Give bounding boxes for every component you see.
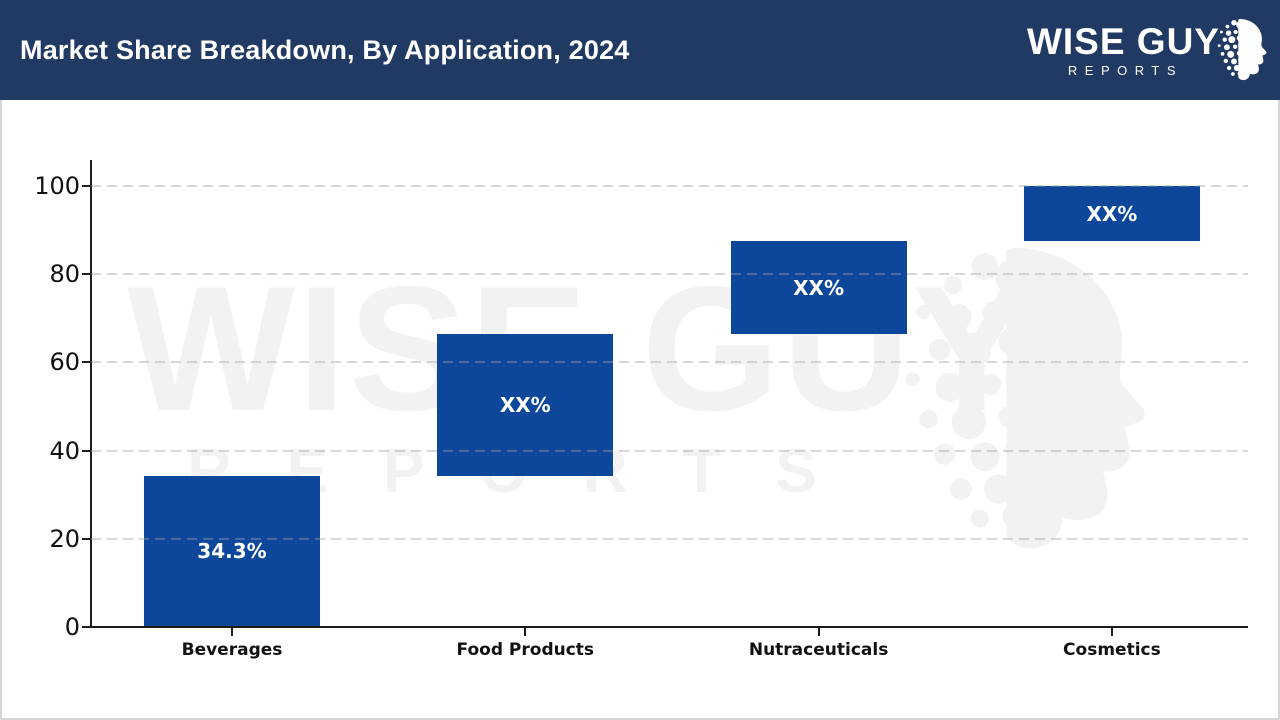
page-title: Market Share Breakdown, By Application, … [20,34,630,65]
gridline-80 [91,273,1248,276]
x-tick [524,628,527,636]
x-category-label: Beverages [181,640,283,660]
bar-value-label: XX% [499,392,551,417]
bar-food-products [437,334,614,476]
gridline-60 [91,361,1248,364]
logo-subtitle: REPORTS [1067,62,1184,78]
y-tick-label: 60 [49,348,80,377]
x-axis [90,626,1248,628]
plot-area: 0 20 40 60 80 100 34.3% Beverages XX% Food Produc… [2,100,1278,718]
y-tick-label: 80 [49,260,80,289]
y-tick-label: 40 [49,436,80,465]
y-tick-label: 100 [34,172,80,200]
y-tick [82,537,90,540]
wiseguy-logo: WISE GUY REPORTS [1027,6,1270,94]
x-category-label: Cosmetics [1063,640,1161,660]
x-tick [1110,628,1113,636]
bar-value-label: 34.3% [197,539,267,564]
logo-wordmark: WISE GUY [1026,20,1220,62]
bar-cosmetics [1023,186,1200,242]
x-tick [231,628,233,636]
y-tick [82,626,90,628]
y-tick [82,361,90,364]
bar-nutraceuticals [730,241,907,335]
bar-beverages [144,475,320,627]
y-tick-label: 20 [49,524,80,553]
gridline-100 [91,185,1248,187]
x-tick [817,628,820,636]
y-tick-label: 0 [64,613,80,641]
gridline-20 [91,537,1248,540]
y-axis [90,160,92,628]
gridline-40 [91,449,1248,452]
chart-region: WISE GUY REPORTS 02040608010034.3%Bevera… [0,100,1280,720]
wiseguy-logo-text: WISE GUY REPORTS [1027,23,1220,78]
x-category-label: Food Products [456,640,595,660]
x-category-label: Nutraceuticals [748,640,889,660]
header: Market Share Breakdown, By Application, … [0,0,1280,100]
y-tick [82,185,90,187]
wiseguy-face-icon [1217,18,1267,81]
y-tick [82,449,90,452]
bar-value-label: XX% [1086,201,1138,226]
bar-value-label: XX% [793,275,845,300]
y-tick [82,273,90,276]
